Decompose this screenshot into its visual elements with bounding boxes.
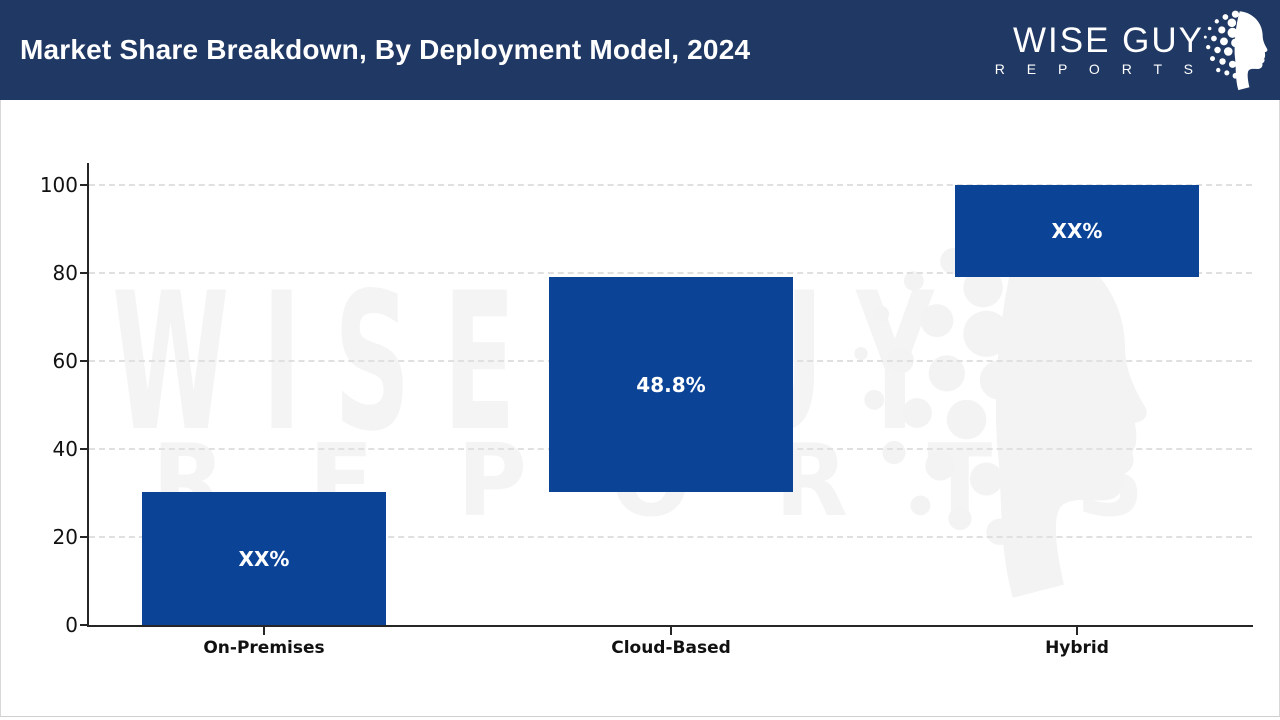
wiseguy-logo: WISE GUY R E P O R T S [995,7,1280,93]
wiseguy-head-icon [1203,10,1268,91]
logo-subtitle: R E P O R T S [994,61,1202,78]
logo-wordmark: WISE GUY [1012,20,1204,60]
chart-panel [0,100,1280,717]
header-bar: Market Share Breakdown, By Deployment Mo… [0,0,1280,100]
page-title: Market Share Breakdown, By Deployment Mo… [20,34,751,65]
wiseguy-logo-text: WISE GUY R E P O R T S [994,20,1204,78]
